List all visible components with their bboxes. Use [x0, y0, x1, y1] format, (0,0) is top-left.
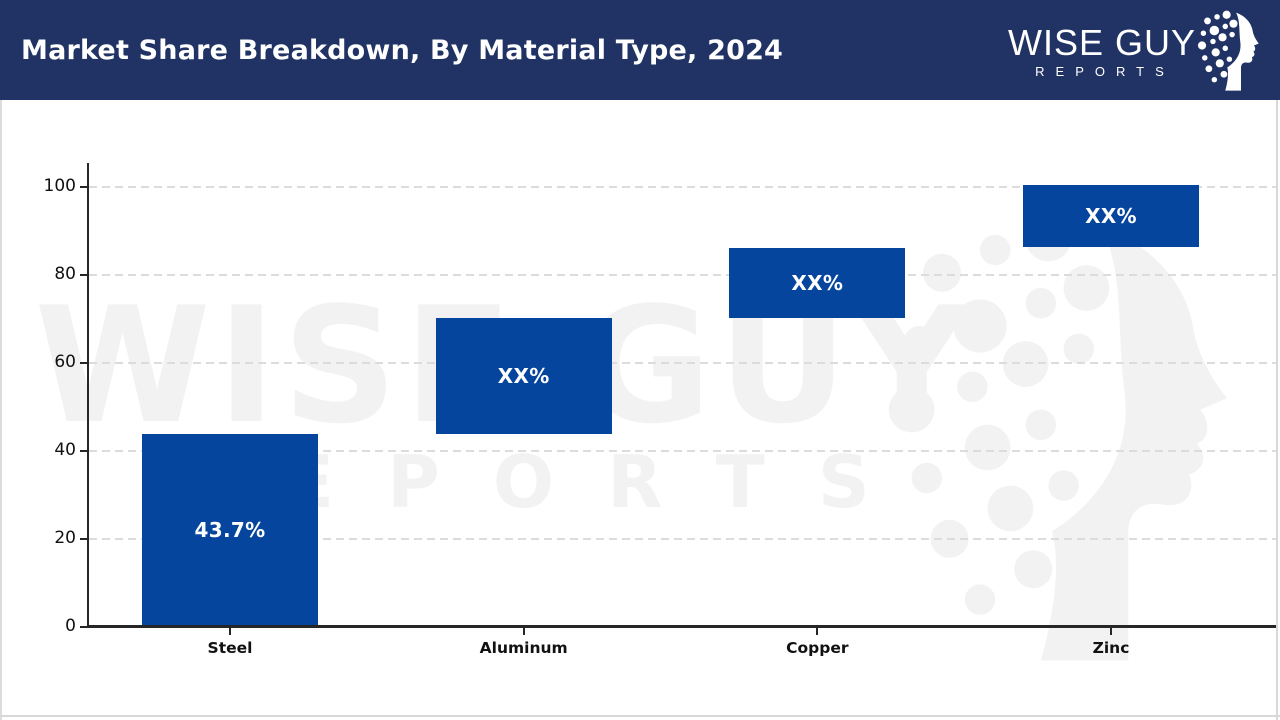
y-axis-line [87, 163, 89, 628]
x-category-label-aluminum: Aluminum [479, 639, 568, 657]
watermark-face-icon [856, 212, 1256, 668]
bar-zinc: XX% [1023, 184, 1199, 247]
wise-guy-logo: WISE GUY REPORTS [1008, 9, 1264, 93]
y-gridline-40 [89, 449, 1277, 452]
y-tick-label-100: 100 [43, 176, 76, 196]
y-tick-label-80: 80 [54, 263, 76, 284]
x-tick-aluminum [522, 628, 525, 635]
y-tick-20 [80, 537, 87, 540]
y-tick-40 [80, 449, 87, 452]
page-border-bottom [0, 715, 1280, 717]
y-tick-label-0: 0 [65, 615, 76, 636]
bar-label-aluminum: XX% [497, 364, 550, 389]
bar-label-steel: 43.7% [194, 518, 266, 543]
y-gridline-80 [89, 273, 1277, 276]
y-tick-0 [80, 625, 87, 628]
y-tick-100 [80, 186, 87, 188]
bar-steel: 43.7% [142, 434, 318, 627]
y-tick-60 [80, 361, 87, 364]
bar-aluminum: XX% [435, 317, 612, 435]
y-tick-label-20: 20 [54, 527, 76, 548]
page-border-right [1276, 100, 1278, 720]
y-gridline-60 [89, 361, 1277, 364]
x-tick-steel [229, 628, 231, 635]
y-gridline-100 [89, 186, 1277, 188]
y-tick-80 [80, 273, 87, 276]
bar-label-zinc: XX% [1085, 203, 1137, 228]
bar-label-copper: XX% [791, 270, 844, 295]
x-axis-line [87, 625, 1278, 628]
x-category-label-zinc: Zinc [1092, 639, 1130, 657]
logo-subtitle: REPORTS [1035, 63, 1175, 79]
logo-text: WISE GUY REPORTS [1007, 21, 1196, 79]
logo-wordmark: WISE GUY [1007, 21, 1196, 63]
chart-title: Market Share Breakdown, By Material Type… [21, 35, 784, 66]
y-tick-label-60: 60 [54, 351, 76, 372]
x-category-label-copper: Copper [786, 639, 849, 657]
x-tick-copper [816, 628, 819, 635]
x-category-label-steel: Steel [207, 639, 253, 657]
x-tick-zinc [1110, 628, 1112, 635]
page-border-left [0, 100, 2, 720]
bar-copper: XX% [729, 248, 906, 318]
y-tick-label-40: 40 [54, 439, 76, 460]
y-gridline-20 [89, 537, 1277, 540]
header-bar: Market Share Breakdown, By Material Type… [0, 0, 1280, 100]
